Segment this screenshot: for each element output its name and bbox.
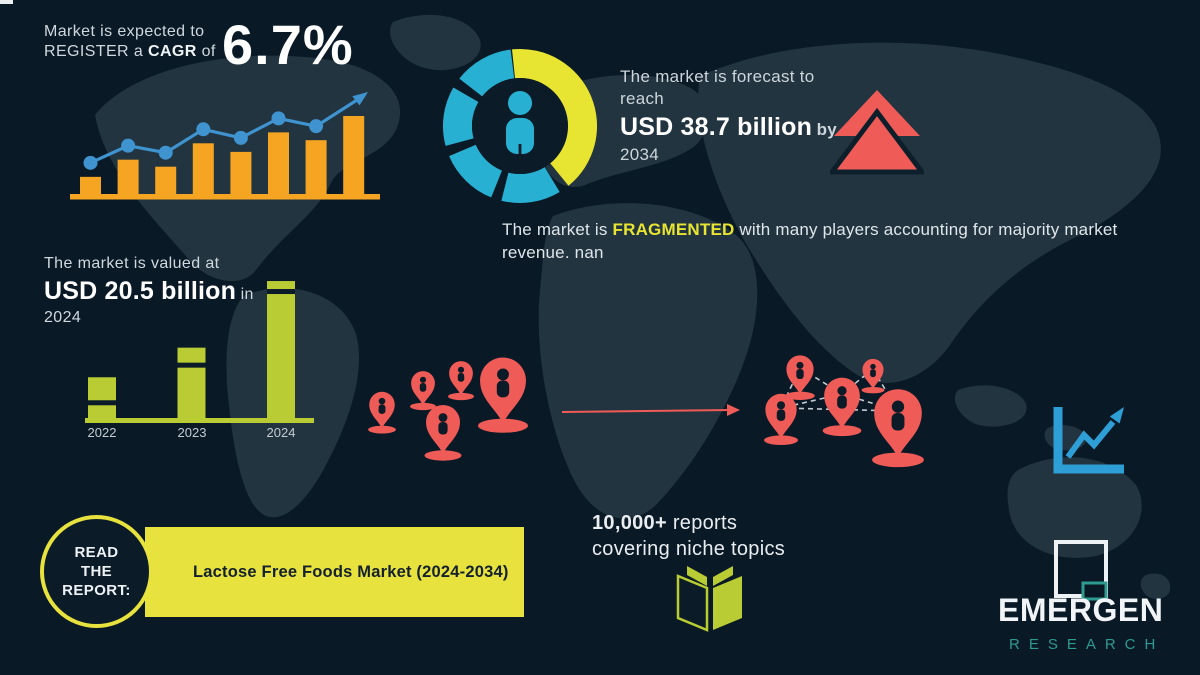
report-banner-label: Lactose Free Foods Market (2024-2034) — [193, 562, 509, 581]
emergen-logo-mark — [1054, 540, 1108, 601]
valuation-value: USD 20.5 billion — [44, 277, 237, 305]
map-pin-icon — [763, 393, 799, 446]
forecast-line1: The market is forecast to — [620, 67, 815, 86]
promo-line2: covering niche topics — [592, 538, 786, 560]
map-pin-icon — [448, 361, 474, 401]
growth-chart-icon — [1053, 407, 1124, 474]
market-donut-chart — [442, 48, 598, 203]
emergen-logo-subtitle: RESEARCH — [1009, 636, 1165, 653]
reports-promo: 10,000+ reports covering niche topics — [592, 510, 785, 562]
transition-arrow-head — [727, 404, 740, 416]
report-banner[interactable]: Lactose Free Foods Market (2024-2034) — [145, 527, 524, 617]
valuation-suffix: in — [240, 286, 254, 303]
map-pin-icon — [478, 357, 528, 433]
map-pin-icon — [785, 355, 815, 400]
forecast-block: The market is forecast to reach USD 38.7… — [620, 66, 860, 166]
corner-artifact — [0, 0, 13, 4]
market-players-map — [368, 355, 924, 468]
valuation-value-line: USD 20.5 billion in — [44, 277, 254, 306]
cagr-value: 6.7% — [222, 13, 354, 76]
year-label-2022: 2022 — [87, 425, 117, 440]
map-pin-icon — [861, 358, 885, 394]
open-book-icon — [676, 566, 742, 632]
forecast-year: 2034 — [620, 145, 660, 164]
cagr-headline: Market is expected to REGISTER a CAGR of — [44, 22, 216, 62]
map-pin-icon — [424, 405, 462, 461]
valuation-year: 2024 — [44, 309, 82, 326]
valuation-bar-chart — [85, 281, 314, 423]
year-label-2024: 2024 — [266, 425, 296, 440]
read-report-circle[interactable]: READ THE REPORT: — [40, 515, 153, 628]
forecast-value: USD 38.7 billion — [620, 113, 813, 141]
transition-arrow — [561, 409, 731, 413]
cagr-line1: Market is expected to — [44, 23, 205, 40]
fragmented-highlight: FRAGMENTED — [612, 220, 735, 239]
forecast-suffix: by — [816, 120, 838, 139]
forecast-line2: reach — [620, 89, 665, 108]
fragmented-statement: The market is FRAGMENTED with many playe… — [502, 218, 1150, 264]
emergen-logo-title: EMERGEN — [998, 592, 1164, 628]
valuation-line1: The market is valued at — [44, 255, 220, 272]
double-up-arrow-icon — [830, 90, 924, 175]
fragmented-line2: revenue. nan — [502, 243, 604, 262]
map-pin-icon — [368, 391, 396, 434]
fragmented-line1: The market is FRAGMENTED with many playe… — [502, 220, 1118, 239]
promo-line1: 10,000+ reports — [592, 512, 738, 534]
cagr-growth-chart — [70, 92, 380, 200]
map-pin-icon — [872, 389, 924, 468]
person-icon — [506, 91, 534, 155]
valuation-block: The market is valued at USD 20.5 billion… — [44, 254, 254, 328]
forecast-value-line: USD 38.7 billion by — [620, 113, 860, 142]
map-pin-icon — [822, 377, 862, 437]
cagr-line2: REGISTER a CAGR of — [44, 43, 216, 60]
promo-count: 10,000+ — [592, 512, 667, 534]
read-report-text: READ THE REPORT: — [62, 544, 131, 599]
year-label-2023: 2023 — [177, 425, 207, 440]
map-pin-icon — [410, 371, 436, 411]
